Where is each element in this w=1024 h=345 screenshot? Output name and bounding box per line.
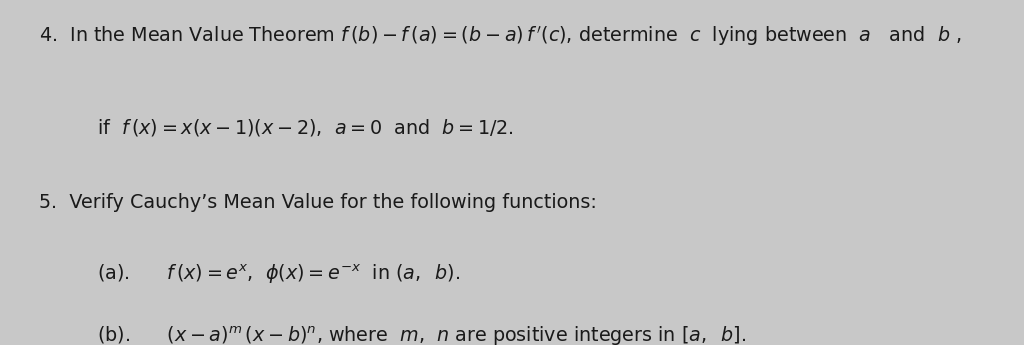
Text: if  $f\,(x)=x(x-1)(x-2)$,  $a=0$  and  $b=1/2$.: if $f\,(x)=x(x-1)(x-2)$, $a=0$ and $b=1/…: [97, 117, 514, 138]
Text: 4.  In the Mean Value Theorem $f\,(b)-f\,(a)=(b-a)\,f\,'(c)$, determine  $c$  ly: 4. In the Mean Value Theorem $f\,(b)-f\,…: [39, 24, 962, 48]
Text: (a).      $f\,(x)=e^{x}$,  $\phi(x)=e^{-x}$  in $(a,\;\; b)$.: (a). $f\,(x)=e^{x}$, $\phi(x)=e^{-x}$ in…: [97, 262, 461, 286]
Text: (b).      $(x-a)^{m}\,(x-b)^{n}$, where  $m$,  $n$ are positive integers in $[a,: (b). $(x-a)^{m}\,(x-b)^{n}$, where $m$, …: [97, 324, 746, 345]
Text: 5.  Verify Cauchy’s Mean Value for the following functions:: 5. Verify Cauchy’s Mean Value for the fo…: [39, 193, 597, 212]
